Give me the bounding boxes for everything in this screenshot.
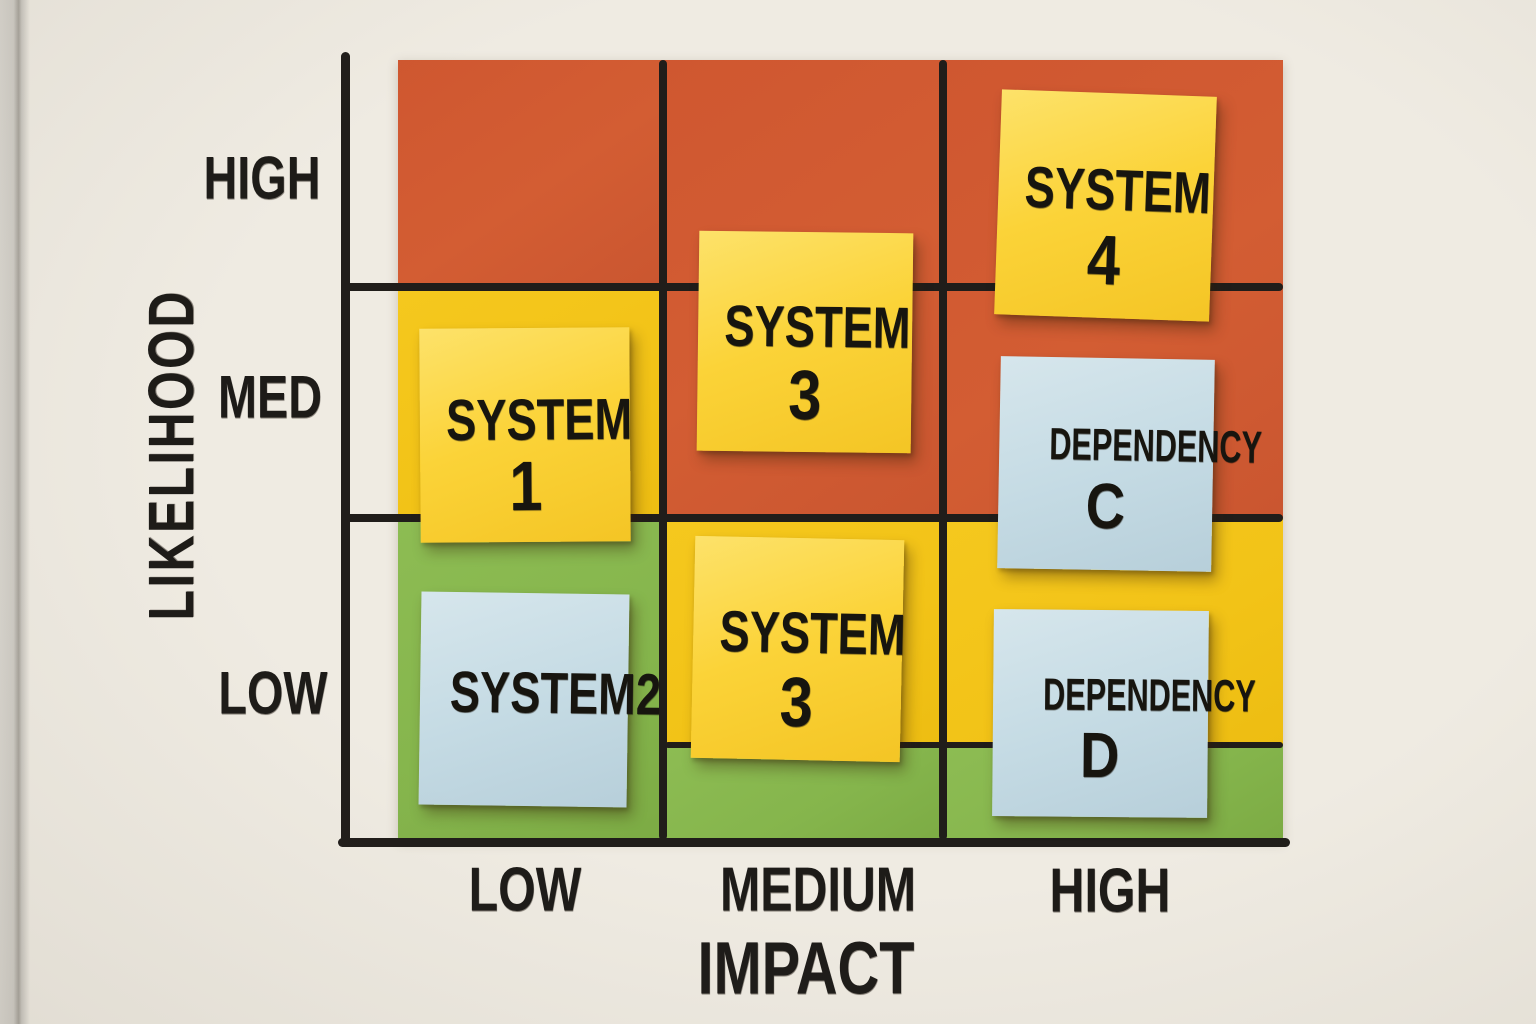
note-number: 4 [1085, 219, 1122, 300]
note-title: SYSTEM [718, 599, 907, 669]
grid-line-horizontal-3 [665, 742, 1283, 748]
y-tick-high: HIGH [203, 144, 321, 212]
page-left-edge [0, 0, 30, 1024]
note-title: SYSTEM [724, 293, 911, 361]
note-letter: D [1080, 718, 1121, 792]
x-tick-high: HIGH [1049, 856, 1171, 926]
sticky-note-system-3-upper: SYSTEM 3 [696, 230, 914, 454]
sticky-note-dependency-d: DEPENDENCY D [992, 609, 1256, 818]
x-axis-title: IMPACT [697, 926, 915, 1010]
sticky-note-system-4: SYSTEM 4 [994, 89, 1217, 322]
x-axis-line [338, 838, 1290, 847]
note-number: 3 [779, 662, 814, 742]
note-title: SYSTEM [445, 386, 633, 454]
note-title: DEPENDENCY [1048, 417, 1263, 473]
note-letter: C [1084, 470, 1126, 543]
grid-line-vertical-1 [659, 60, 667, 840]
note-title: SYSTEM2 [449, 659, 662, 728]
x-tick-medium: MEDIUM [719, 855, 917, 925]
x-tick-low: LOW [468, 855, 582, 925]
sticky-note-dependency-c: DEPENDENCY C [997, 356, 1263, 572]
y-axis-line [341, 52, 350, 846]
grid-line-vertical-2 [939, 60, 947, 840]
sticky-note-system-3-lower: SYSTEM 3 [690, 535, 907, 763]
y-tick-med: MED [217, 363, 323, 431]
note-title: SYSTEM [1023, 154, 1212, 226]
cell-impact-low-likelihood-high [398, 60, 665, 287]
note-number: 1 [508, 447, 543, 526]
note-number: 3 [787, 355, 822, 434]
sticky-note-system-1: SYSTEM 1 [419, 327, 633, 543]
grid-line-horizontal-2 [345, 514, 1283, 522]
y-axis-title: LIKELIHOOD [135, 289, 207, 621]
sticky-note-system-2: SYSTEM2 [418, 591, 662, 808]
y-tick-low: LOW [218, 659, 328, 727]
note-title: DEPENDENCY [1042, 668, 1256, 722]
